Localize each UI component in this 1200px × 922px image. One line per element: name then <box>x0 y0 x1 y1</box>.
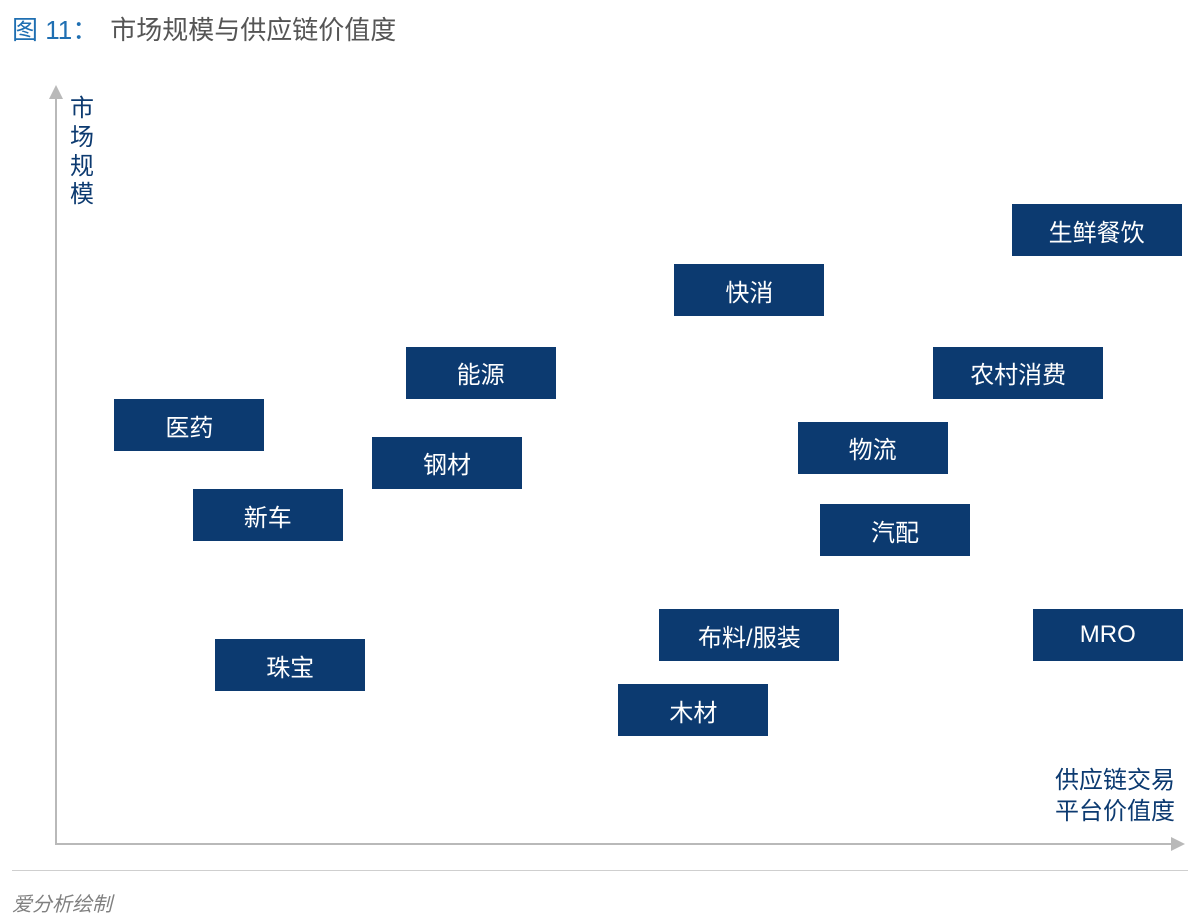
figure-number: 图 11： <box>12 10 98 47</box>
x-axis-label: 供应链交易 平台价值度 <box>1055 765 1175 827</box>
chart-node: 能源 <box>406 347 556 399</box>
chart-node: 快消 <box>674 264 824 316</box>
chart-node: 钢材 <box>372 437 522 489</box>
chart-node: 物流 <box>798 422 948 474</box>
figure-title: 市场规模与供应链价值度 <box>110 10 396 47</box>
x-axis-arrow-icon <box>1171 837 1185 851</box>
y-axis-line <box>55 95 57 845</box>
chart-node: 农村消费 <box>933 347 1103 399</box>
chart-node: 布料/服装 <box>659 609 839 661</box>
x-axis-line <box>55 843 1175 845</box>
chart-node: 木材 <box>618 684 768 736</box>
chart-plot-area: 市场规模 供应链交易 平台价值度 医药新车珠宝 能源钢材 快消木材 布料/服装 物流汽配… <box>55 95 1175 845</box>
chart-node: MRO <box>1033 609 1183 661</box>
chart-node: 医药 <box>114 399 264 451</box>
y-axis-arrow-icon <box>49 85 63 99</box>
chart-node: 新车 <box>193 489 343 541</box>
figure-title-bar: 图 11： 市场规模与供应链价值度 <box>0 0 1200 47</box>
chart-node: 生鲜餐饮 <box>1012 204 1182 256</box>
chart-node: 珠宝 <box>215 639 365 691</box>
chart-node: 汽配 <box>820 504 970 556</box>
y-axis-label: 市场规模 <box>70 95 94 210</box>
source-credit: 爱分析绘制 <box>12 888 112 917</box>
footer-divider <box>12 870 1188 871</box>
